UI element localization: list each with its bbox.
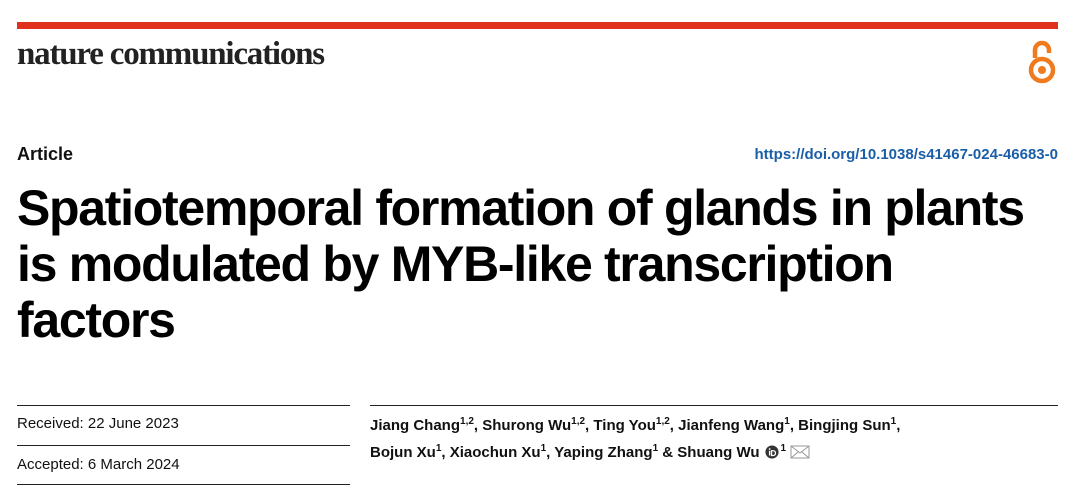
- title-line: Spatiotemporal formation of glands in pl…: [17, 180, 1025, 236]
- separator: ,: [669, 417, 679, 434]
- title-line: is modulated by MYB-like transcription: [17, 236, 894, 292]
- received-date: Received: 22 June 2023: [17, 415, 179, 432]
- separator: &: [658, 444, 678, 461]
- separator: ,: [789, 417, 799, 434]
- separator: ,: [585, 417, 594, 434]
- separator: ,: [896, 417, 901, 434]
- article-type: Article: [17, 144, 74, 164]
- affiliation: 1,2: [655, 416, 670, 427]
- author-line: Jiang Chang1,2, Shurong Wu1,2, Ting You1…: [370, 412, 900, 439]
- top-bar: [17, 22, 1058, 29]
- article-title: Spatiotemporal formation of glands in pl…: [17, 180, 1025, 348]
- affiliation: 1,2: [460, 416, 474, 427]
- separator: ,: [473, 417, 483, 434]
- affiliation: 1: [780, 443, 787, 454]
- affiliation: 1: [890, 416, 897, 427]
- journal-name: nature communications: [17, 36, 325, 72]
- author-name[interactable]: Shurong Wu: [482, 417, 572, 434]
- divider: [17, 405, 350, 406]
- divider: [17, 484, 350, 485]
- author-name[interactable]: Jiang Chang: [370, 417, 461, 434]
- affiliation: 1: [540, 443, 547, 454]
- author-name[interactable]: Shuang Wu: [677, 444, 760, 461]
- author-name[interactable]: Bingjing Sun: [798, 417, 891, 434]
- author-name[interactable]: Yaping Zhang: [554, 444, 653, 461]
- author-line: Bojun Xu1, Xiaochun Xu1, Yaping Zhang1 &…: [370, 439, 900, 466]
- separator: ,: [441, 444, 450, 461]
- orcid-icon[interactable]: [764, 445, 780, 459]
- email-icon[interactable]: [790, 445, 810, 459]
- doi-link[interactable]: https://doi.org/10.1038/s41467-024-46683…: [754, 146, 1059, 163]
- title-line: factors: [17, 292, 176, 348]
- author-name[interactable]: Xiaochun Xu: [449, 444, 541, 461]
- affiliation: 1,2: [571, 416, 586, 427]
- affiliation: 1: [784, 416, 790, 427]
- author-name[interactable]: Jianfeng Wang: [678, 417, 785, 434]
- author-list: Jiang Chang1,2, Shurong Wu1,2, Ting You1…: [370, 412, 900, 466]
- open-access-icon: [1028, 40, 1056, 84]
- author-name[interactable]: Ting You: [593, 417, 656, 434]
- affiliation: 1: [435, 443, 442, 454]
- divider: [370, 405, 1058, 406]
- affiliation: 1: [652, 443, 659, 454]
- divider: [17, 445, 350, 446]
- author-name[interactable]: Bojun Xu: [370, 444, 436, 461]
- accepted-date: Accepted: 6 March 2024: [17, 456, 180, 473]
- separator: ,: [546, 444, 555, 461]
